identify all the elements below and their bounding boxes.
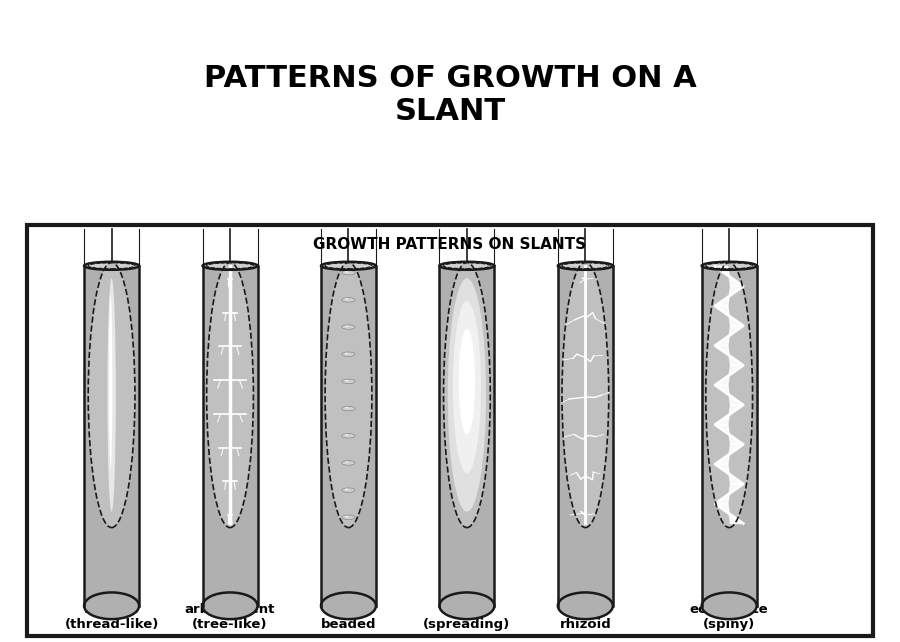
Ellipse shape [84, 593, 140, 619]
Polygon shape [716, 444, 743, 464]
Polygon shape [716, 325, 743, 345]
Ellipse shape [702, 262, 757, 270]
Text: rhizoid: rhizoid [560, 618, 611, 632]
Polygon shape [716, 405, 743, 424]
Ellipse shape [342, 379, 355, 384]
Ellipse shape [706, 263, 752, 528]
FancyBboxPatch shape [702, 266, 757, 606]
Polygon shape [716, 504, 743, 523]
Ellipse shape [453, 301, 481, 473]
Ellipse shape [345, 435, 348, 436]
Text: filiform
(thread-like): filiform (thread-like) [65, 603, 158, 632]
Ellipse shape [202, 262, 257, 270]
Ellipse shape [207, 263, 254, 528]
Ellipse shape [558, 593, 613, 619]
Ellipse shape [345, 462, 348, 463]
Ellipse shape [702, 593, 757, 619]
Ellipse shape [345, 299, 348, 300]
Ellipse shape [448, 278, 486, 512]
Text: arborescent
(tree-like): arborescent (tree-like) [184, 603, 275, 632]
Ellipse shape [321, 262, 376, 270]
Ellipse shape [345, 272, 348, 273]
Ellipse shape [109, 295, 112, 468]
Ellipse shape [342, 461, 355, 465]
Ellipse shape [345, 407, 348, 408]
Ellipse shape [345, 516, 348, 517]
Polygon shape [716, 345, 743, 365]
Ellipse shape [88, 263, 135, 528]
FancyBboxPatch shape [439, 266, 494, 606]
Polygon shape [716, 286, 743, 306]
Ellipse shape [558, 262, 613, 270]
Ellipse shape [345, 353, 348, 354]
FancyBboxPatch shape [27, 225, 873, 636]
Polygon shape [716, 365, 743, 385]
FancyBboxPatch shape [321, 266, 376, 606]
Ellipse shape [439, 593, 494, 619]
Ellipse shape [325, 263, 372, 528]
Ellipse shape [321, 593, 376, 619]
Ellipse shape [342, 270, 355, 275]
Ellipse shape [342, 433, 355, 438]
Text: beaded: beaded [320, 618, 376, 632]
Ellipse shape [562, 263, 608, 528]
Ellipse shape [107, 278, 116, 512]
Polygon shape [716, 266, 743, 286]
FancyBboxPatch shape [202, 266, 257, 606]
Ellipse shape [345, 380, 348, 381]
Ellipse shape [345, 325, 348, 327]
Ellipse shape [342, 298, 355, 302]
Ellipse shape [342, 325, 355, 329]
Ellipse shape [439, 262, 494, 270]
Text: PATTERNS OF GROWTH ON A
SLANT: PATTERNS OF GROWTH ON A SLANT [203, 64, 697, 126]
Ellipse shape [342, 406, 355, 411]
Ellipse shape [345, 489, 348, 490]
Ellipse shape [342, 352, 355, 356]
Text: effuse
(spreading): effuse (spreading) [423, 603, 510, 632]
Ellipse shape [84, 262, 140, 270]
Ellipse shape [342, 515, 355, 519]
Polygon shape [716, 385, 743, 405]
Ellipse shape [342, 488, 355, 492]
Text: echinulate
(spiny): echinulate (spiny) [690, 603, 769, 632]
FancyBboxPatch shape [558, 266, 613, 606]
Polygon shape [716, 306, 743, 325]
Text: GROWTH PATTERNS ON SLANTS: GROWTH PATTERNS ON SLANTS [313, 237, 587, 252]
Polygon shape [716, 464, 743, 484]
Ellipse shape [459, 329, 475, 435]
FancyBboxPatch shape [84, 266, 140, 606]
Polygon shape [716, 424, 743, 444]
Ellipse shape [444, 263, 490, 528]
Ellipse shape [202, 593, 257, 619]
Polygon shape [716, 484, 743, 504]
